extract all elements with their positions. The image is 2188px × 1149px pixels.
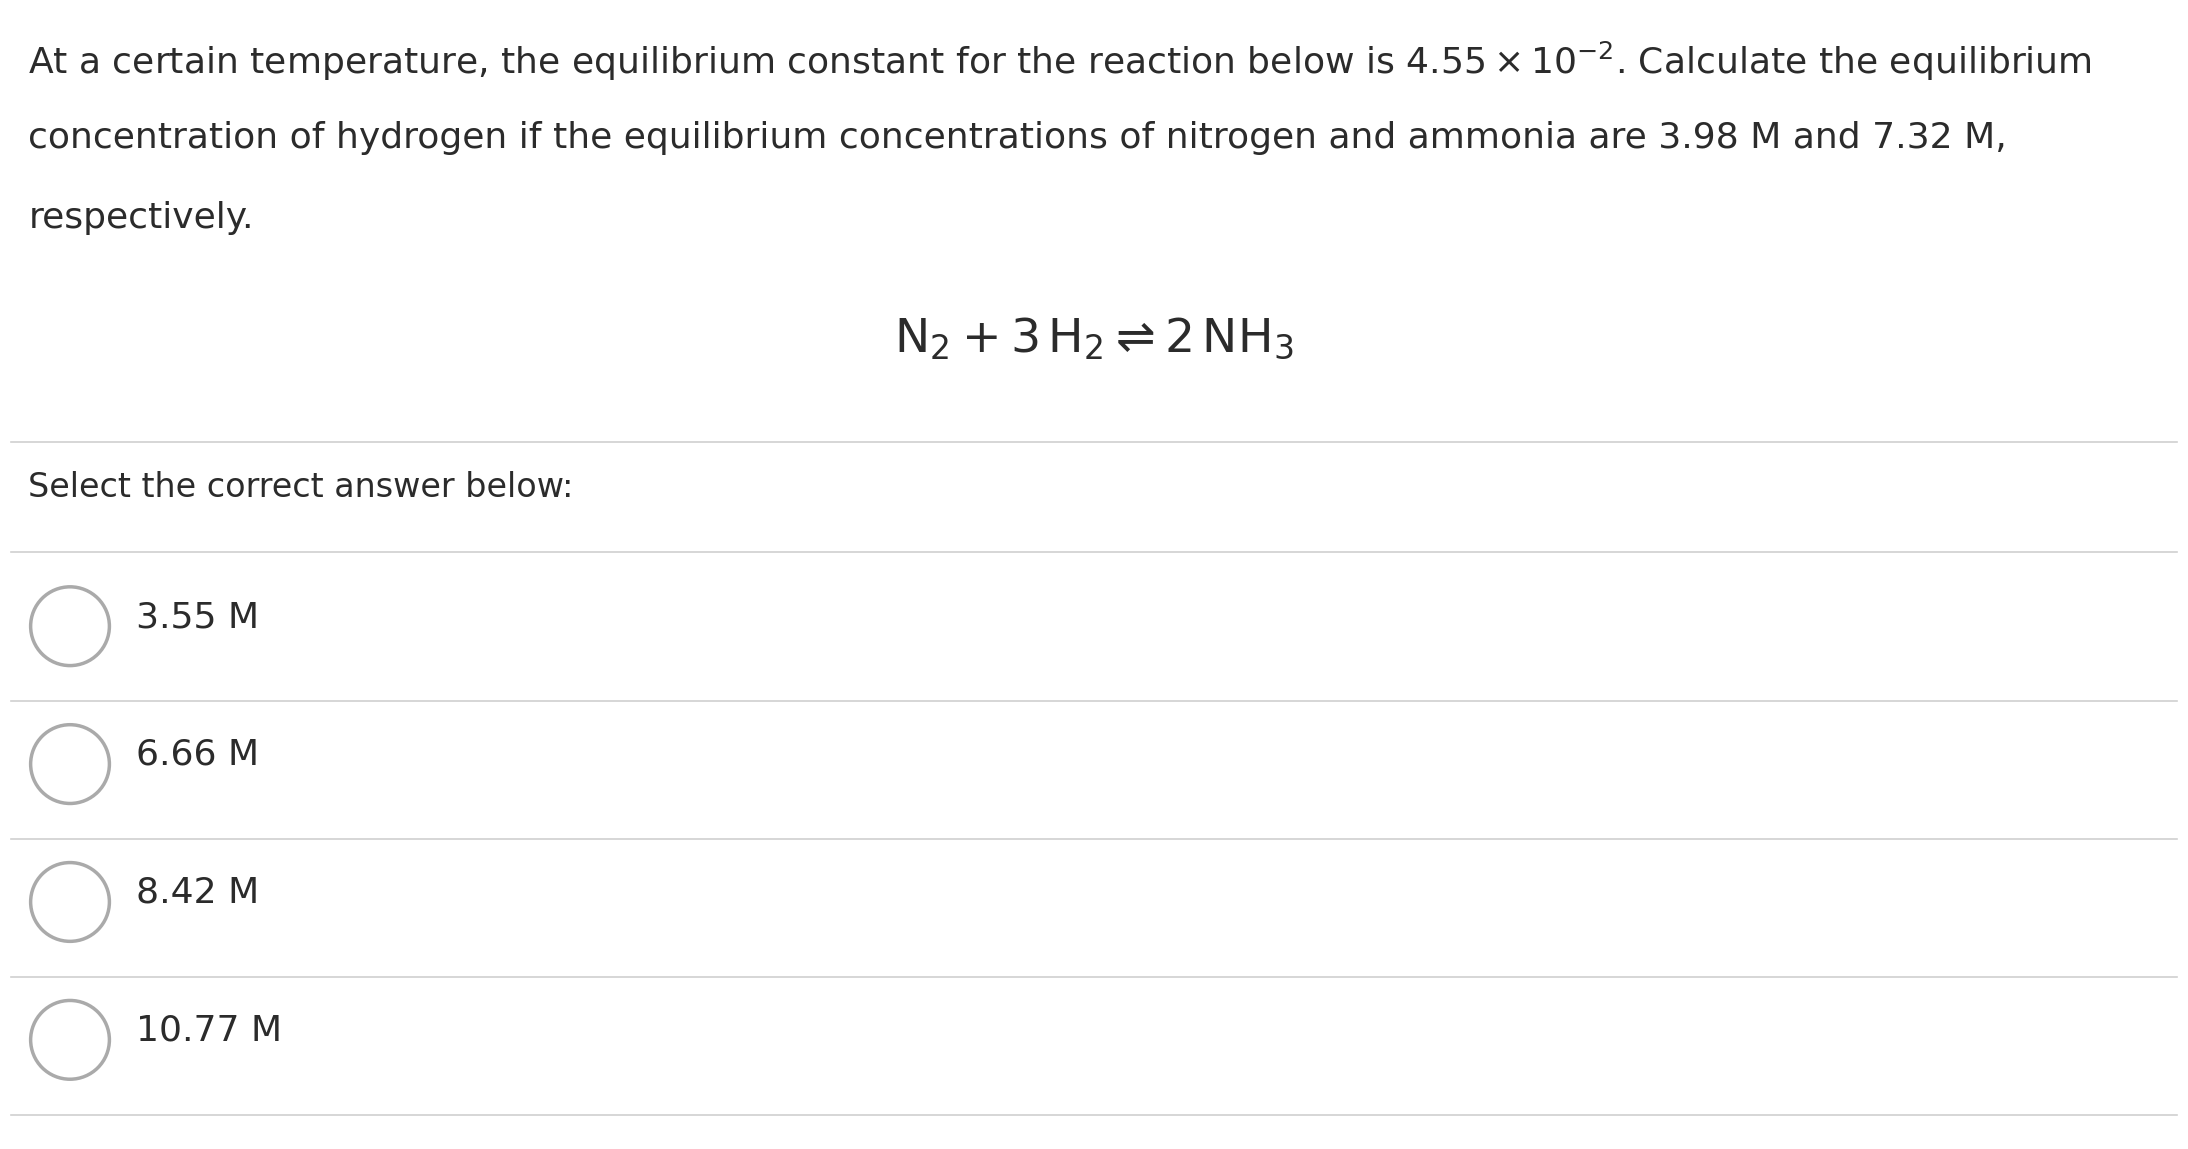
Text: $\mathrm{N_2 + 3\,H_2 \rightleftharpoons 2\,NH_3}$: $\mathrm{N_2 + 3\,H_2 \rightleftharpoons… xyxy=(895,316,1293,362)
Text: 10.77 M: 10.77 M xyxy=(136,1013,282,1048)
Text: At a certain temperature, the equilibrium constant for the reaction below is $4.: At a certain temperature, the equilibriu… xyxy=(28,40,2092,84)
Text: respectively.: respectively. xyxy=(28,201,254,236)
Text: concentration of hydrogen if the equilibrium concentrations of nitrogen and ammo: concentration of hydrogen if the equilib… xyxy=(28,121,2006,155)
Text: 3.55 M: 3.55 M xyxy=(136,600,258,634)
Text: Select the correct answer below:: Select the correct answer below: xyxy=(28,471,573,504)
Text: 6.66 M: 6.66 M xyxy=(136,738,258,772)
Text: 8.42 M: 8.42 M xyxy=(136,876,258,910)
